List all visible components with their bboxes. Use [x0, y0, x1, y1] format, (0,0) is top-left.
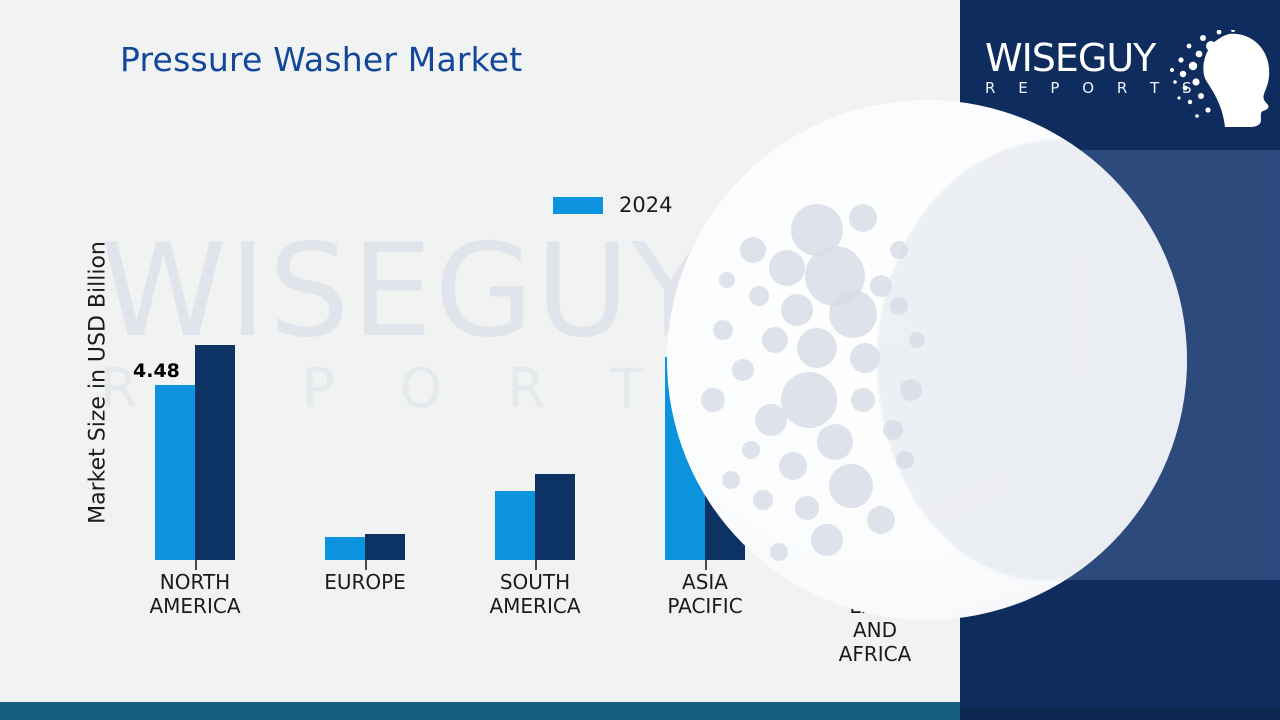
- bottom-accent-strip: [0, 702, 960, 720]
- decorative-dot: [781, 294, 813, 326]
- decorative-dot: [795, 496, 819, 520]
- decorative-dot: [883, 420, 903, 440]
- decorative-dot: [890, 297, 908, 315]
- decorative-dot: [851, 388, 875, 412]
- decorative-dot: [896, 451, 914, 469]
- bar-group: SOUTH AMERICA: [475, 230, 595, 618]
- decorative-dot: [755, 404, 787, 436]
- category-label: SOUTH AMERICA: [455, 570, 615, 618]
- bar-2024[interactable]: [325, 537, 365, 560]
- decorative-dot: [849, 204, 877, 232]
- decorative-dot: [797, 328, 837, 368]
- decorative-dot: [719, 272, 735, 288]
- decorative-dot: [829, 464, 873, 508]
- category-label-line: AMERICA: [149, 594, 241, 618]
- axis-tick: [705, 560, 707, 570]
- decorative-dot: [762, 327, 788, 353]
- logo[interactable]: WISEGUY R E P O R T S: [985, 30, 1270, 127]
- bar-2024[interactable]: [155, 385, 195, 560]
- decorative-dot: [867, 506, 895, 534]
- category-label-line: AMERICA: [489, 594, 581, 618]
- data-label: 4.48: [133, 360, 180, 382]
- decorative-dot: [850, 343, 880, 373]
- bar-2024[interactable]: [495, 491, 535, 560]
- bar-pair: [305, 230, 425, 560]
- bar-group: NORTH AMERICA: [135, 230, 255, 618]
- category-label-line: ASIA: [682, 570, 728, 594]
- logo-wordmark: WISEGUY: [985, 36, 1156, 80]
- bar-pair: [135, 230, 255, 560]
- legend-item-2024[interactable]: 2024: [553, 193, 672, 217]
- bar-2032[interactable]: [365, 534, 405, 560]
- decorative-dot: [701, 388, 725, 412]
- bar-2032[interactable]: [535, 474, 575, 560]
- decorative-dot: [749, 286, 769, 306]
- decorative-dot: [870, 275, 892, 297]
- bar-group: EUROPE: [305, 230, 425, 594]
- axis-tick: [535, 560, 537, 570]
- circle-head-shadow: [877, 140, 1187, 580]
- decorative-dot: [732, 359, 754, 381]
- category-label: EUROPE: [285, 570, 445, 594]
- bar-2032[interactable]: [195, 345, 235, 560]
- decorative-dot: [909, 332, 925, 348]
- decorative-dot: [890, 241, 908, 259]
- decorative-circle: [667, 100, 1187, 620]
- decorative-dot: [811, 524, 843, 556]
- decorative-dot: [769, 250, 805, 286]
- legend-swatch-2024: [553, 196, 603, 214]
- axis-tick: [195, 560, 197, 570]
- panel-bottom-strip: [960, 708, 1280, 720]
- decorative-dot: [753, 490, 773, 510]
- category-label-line: NORTH: [159, 570, 231, 594]
- category-label-line: SOUTH: [499, 570, 571, 594]
- category-label-line: EUROPE: [324, 570, 406, 594]
- decorative-dot: [722, 471, 740, 489]
- category-label-line: AND: [852, 618, 898, 642]
- bar-pair: [475, 230, 595, 560]
- decorative-dot: [742, 441, 760, 459]
- logo-tagline: R E P O R T S: [985, 79, 1201, 97]
- axis-tick: [365, 560, 367, 570]
- decorative-dot: [781, 372, 837, 428]
- page-title: Pressure Washer Market: [120, 40, 523, 79]
- category-label: ASIA PACIFIC: [625, 570, 785, 618]
- category-label-line: PACIFIC: [667, 594, 743, 618]
- category-label: NORTH AMERICA: [115, 570, 275, 618]
- decorative-dot: [900, 379, 922, 401]
- decorative-dot: [817, 424, 853, 460]
- decorative-dot: [713, 320, 733, 340]
- category-label-line: AFRICA: [838, 642, 912, 666]
- logo-head-icon: [1170, 30, 1270, 127]
- decorative-dot: [770, 543, 788, 561]
- legend-label-2024: 2024: [619, 193, 673, 217]
- decorative-dot: [740, 237, 766, 263]
- dot-cluster-pattern: [667, 100, 1187, 620]
- decorative-dot: [779, 452, 807, 480]
- decorative-dot: [829, 290, 877, 338]
